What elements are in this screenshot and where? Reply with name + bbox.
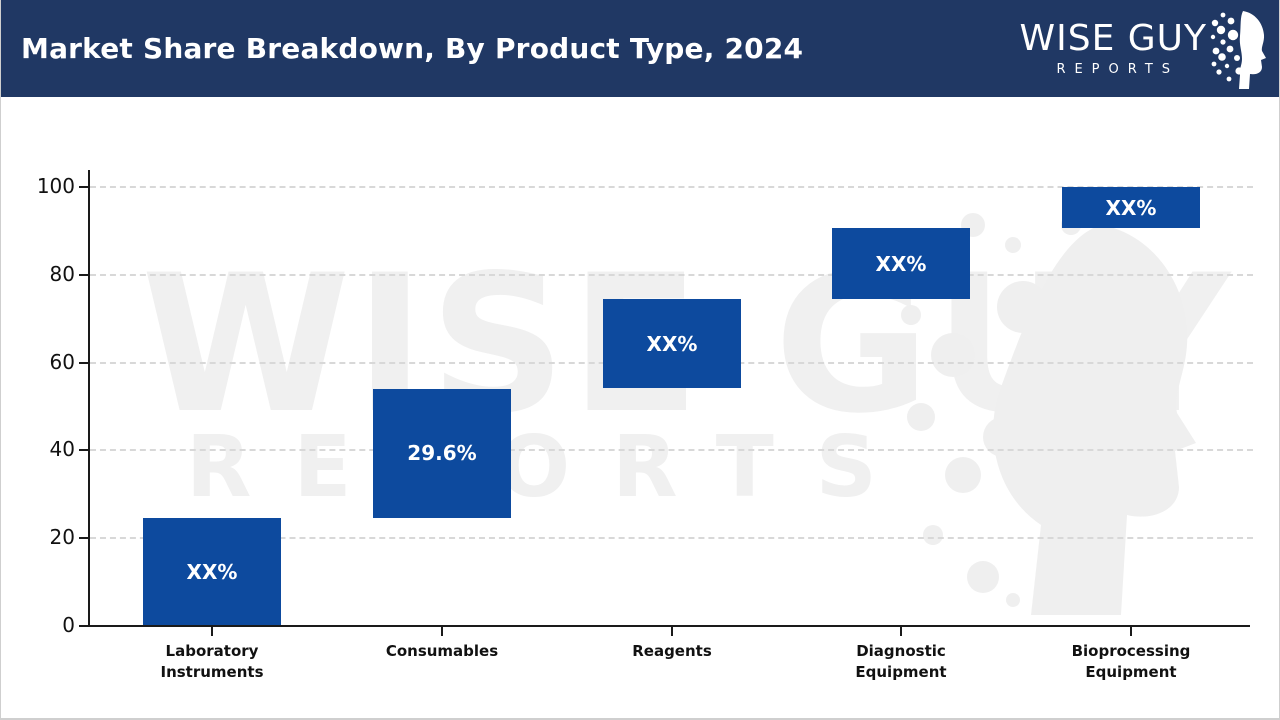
x-axis-line [87, 625, 1250, 627]
header: Market Share Breakdown, By Product Type,… [1, 0, 1280, 97]
y-tick [79, 537, 88, 540]
x-tick [441, 627, 443, 636]
bar-value-label: XX% [875, 251, 927, 276]
watermark-reports-text: REPORTS [186, 418, 919, 517]
category-label: Bioprocessing Equipment [1071, 642, 1191, 681]
y-tick [79, 186, 88, 188]
bar: XX% [1062, 187, 1200, 229]
y-tick-label: 60 [49, 349, 75, 374]
bar: 29.6% [373, 388, 511, 519]
brand-subname: REPORTS [1056, 62, 1180, 77]
brand-logo-text: WISE GUY REPORTS [1019, 18, 1208, 77]
bar-value-label: XX% [186, 560, 238, 585]
bar-value-label: XX% [646, 331, 698, 356]
y-tick-label: 40 [49, 437, 75, 462]
category-label: Diagnostic Equipment [855, 642, 947, 681]
brand-face-icon [1210, 10, 1266, 89]
bar: XX% [603, 299, 741, 389]
page-title: Market Share Breakdown, By Product Type,… [21, 32, 804, 65]
y-tick [79, 273, 88, 276]
brand-name: WISE GUY [1019, 18, 1207, 59]
gridline [90, 537, 1253, 540]
gridline [90, 186, 1253, 188]
category-label: Consumables [385, 642, 499, 660]
y-tick [79, 449, 88, 452]
x-tick [1130, 627, 1132, 636]
brand-logo: WISE GUY REPORTS [1020, 9, 1280, 89]
bar-value-label: 29.6% [407, 441, 477, 466]
y-tick [79, 361, 88, 364]
y-tick-label: 20 [49, 525, 75, 550]
gridline [90, 449, 1253, 452]
category-label: Reagents [632, 642, 712, 660]
y-tick-label: 100 [36, 174, 75, 198]
x-tick [211, 627, 213, 636]
x-tick [671, 627, 673, 636]
y-axis-line [88, 170, 90, 627]
y-tick [79, 625, 88, 627]
bar-value-label: XX% [1105, 195, 1157, 220]
x-tick [900, 627, 902, 636]
y-tick-label: 80 [49, 261, 75, 286]
category-label: Laboratory Instruments [160, 642, 264, 681]
bar: XX% [143, 518, 281, 626]
gridline [90, 273, 1253, 276]
bar: XX% [832, 228, 970, 300]
y-tick-label: 0 [62, 613, 75, 637]
